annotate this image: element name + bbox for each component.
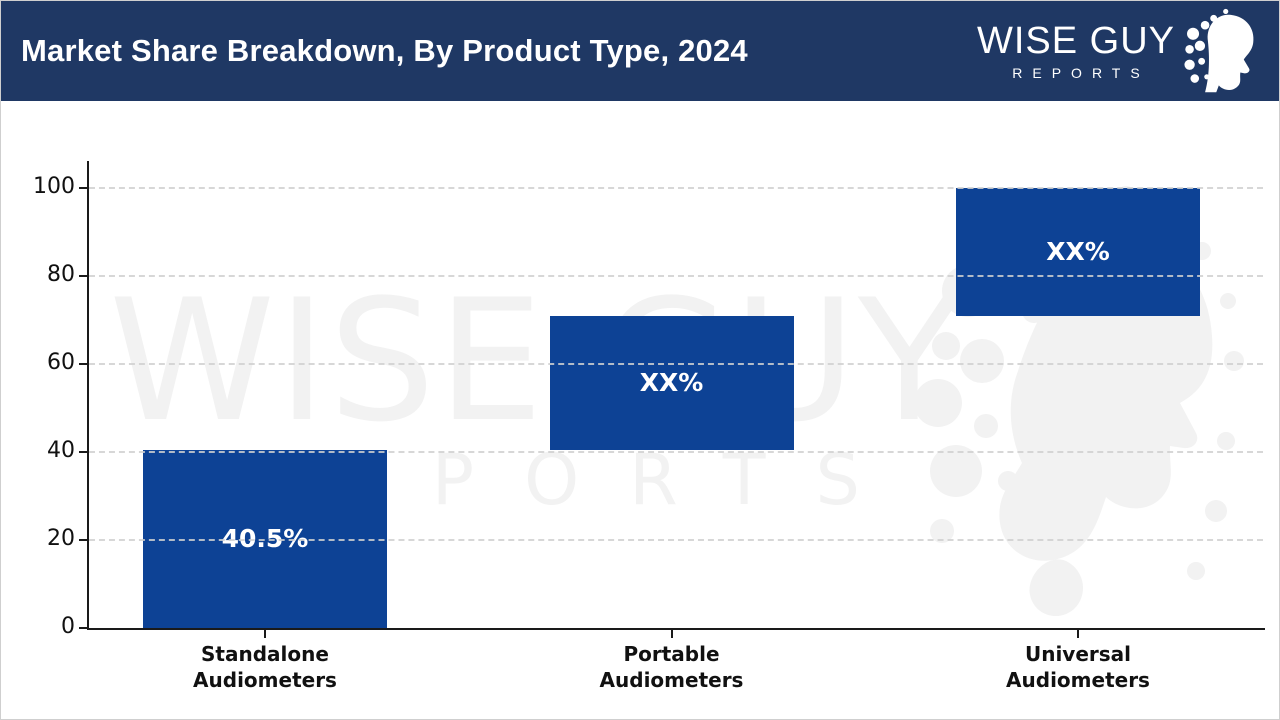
watermark-face-logo-icon — [916, 186, 1244, 617]
bar: XX% — [956, 188, 1200, 316]
y-axis-tick — [79, 627, 89, 629]
brand-logo-text: WISE GUY REPORTS — [977, 22, 1175, 80]
gridline — [89, 451, 1263, 453]
gridline — [89, 363, 1263, 365]
y-axis-tick-label: 100 — [33, 174, 75, 199]
y-axis-tick — [79, 363, 89, 365]
x-axis-line — [87, 628, 1265, 630]
gridline — [89, 187, 1263, 189]
x-axis-category-label-line: Audiometers — [599, 668, 744, 692]
bar: 40.5% — [143, 449, 387, 628]
brand-logo-face-icon — [1184, 8, 1254, 93]
x-axis-category-label-line: Audiometers — [1006, 668, 1150, 692]
x-axis-category-label: Portable Audiometers — [512, 641, 832, 693]
gridline — [89, 539, 1263, 541]
bar-value-label: 40.5% — [221, 524, 309, 554]
bar-value-label: XX% — [639, 368, 704, 398]
watermark-text: WISE GUY — [109, 263, 963, 459]
x-axis-tick — [1077, 630, 1079, 638]
y-axis-tick — [79, 539, 89, 541]
brand-logo-primary-text: WISE GUY — [976, 20, 1175, 62]
y-axis-tick — [79, 187, 89, 189]
bar-value-label: XX% — [1046, 237, 1110, 267]
x-axis-category-label: Universal Audiometers — [918, 641, 1238, 693]
chart-title: Market Share Breakdown, By Product Type,… — [21, 33, 748, 68]
y-axis-tick — [79, 275, 89, 277]
x-axis-category-label-line: Universal — [1024, 642, 1132, 666]
x-axis-tick — [264, 630, 266, 638]
x-axis-category-label: Standalone Audiometers — [105, 641, 425, 693]
y-axis-tick-label: 0 — [61, 614, 75, 639]
y-axis-tick-label: 40 — [47, 438, 75, 463]
bar: XX% — [549, 315, 794, 450]
chart-title-banner: Market Share Breakdown, By Product Type,… — [1, 1, 1279, 101]
x-axis-tick — [670, 630, 673, 638]
x-axis-category-label-line: Audiometers — [193, 668, 337, 692]
x-axis-category-label-line: Portable — [623, 642, 720, 666]
y-axis-tick-label: 60 — [47, 350, 75, 375]
y-axis-line — [87, 161, 89, 630]
y-axis-tick-label: 20 — [47, 526, 75, 551]
brand-logo: WISE GUY REPORTS — [977, 7, 1267, 95]
gridline — [89, 275, 1263, 277]
y-axis-tick — [79, 451, 89, 453]
y-axis-tick-label: 80 — [47, 262, 75, 287]
brand-logo-secondary-text: REPORTS — [1012, 65, 1150, 81]
x-axis-category-label-line: Standalone — [201, 642, 329, 666]
